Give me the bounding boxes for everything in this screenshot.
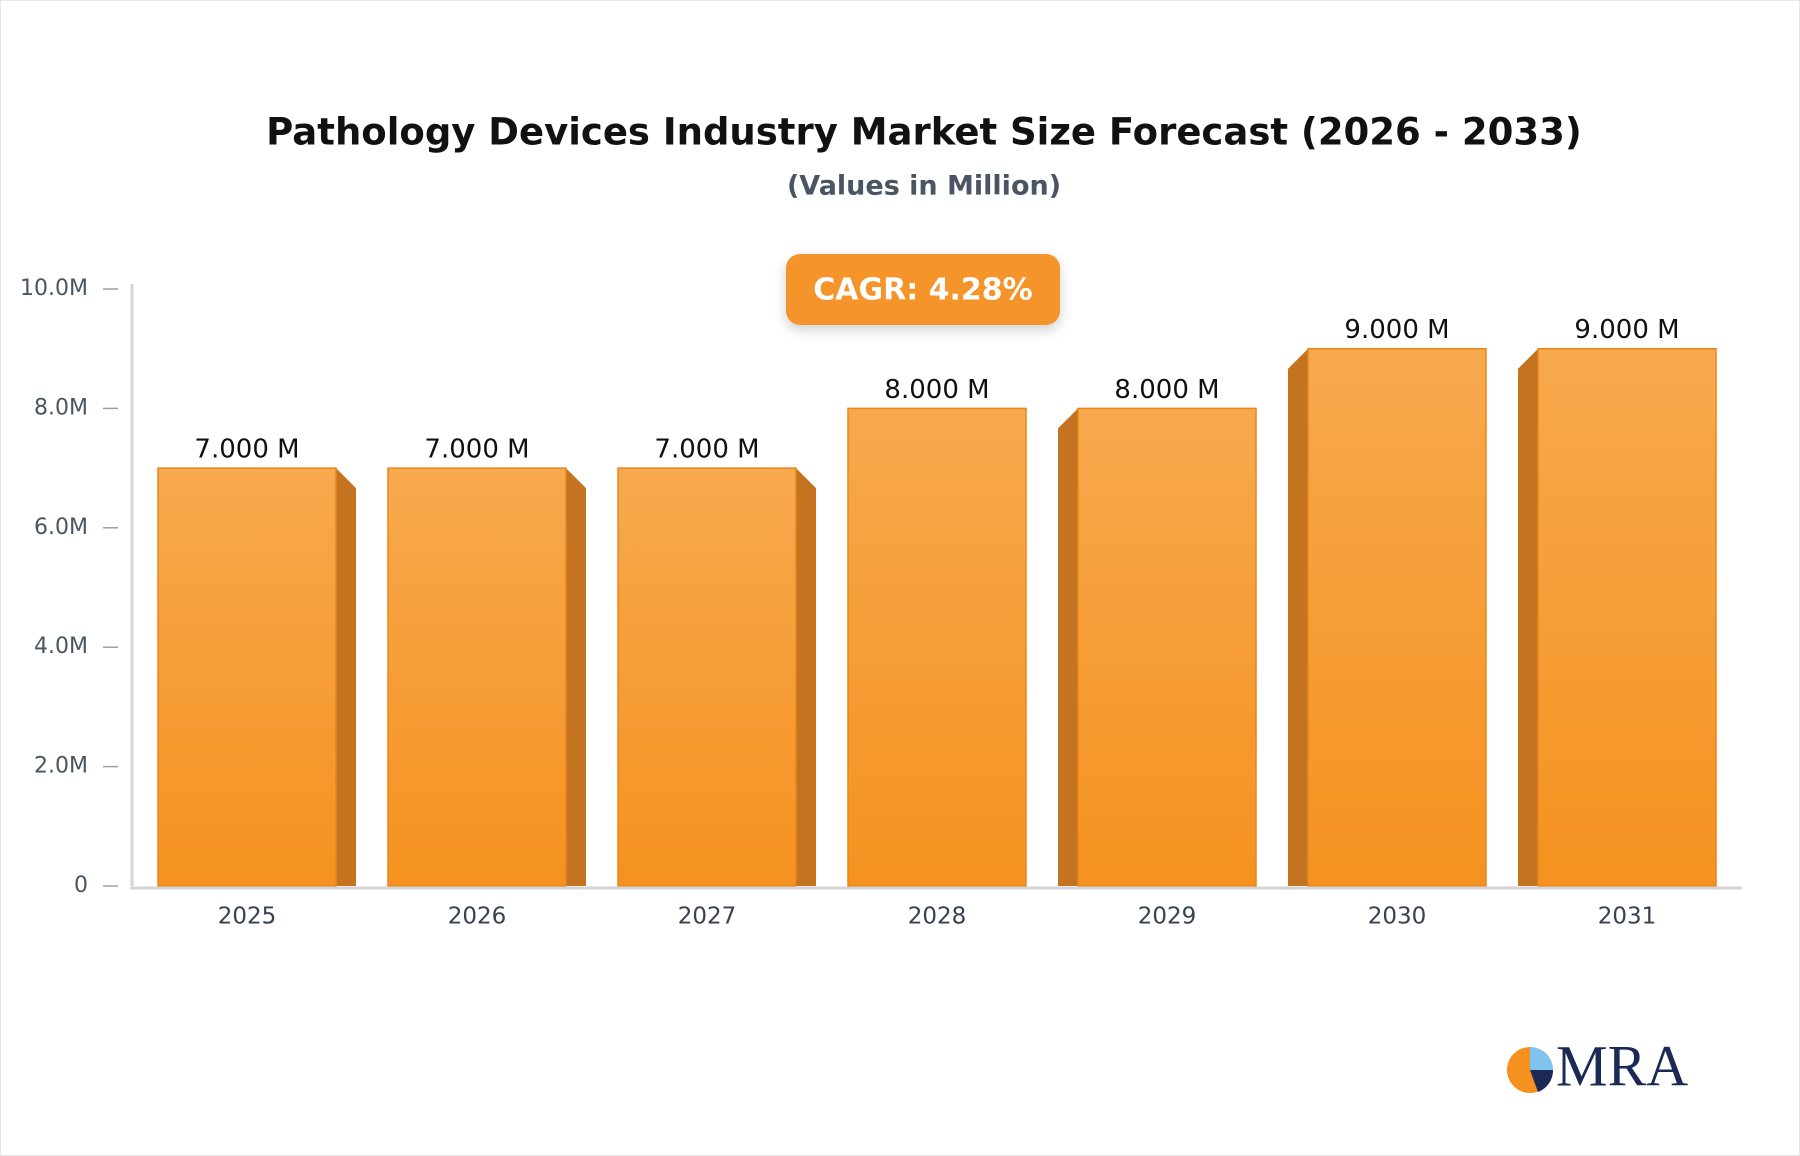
bar [847, 407, 1027, 887]
value-label: 7.000 M [654, 435, 759, 465]
y-tick-label: 10.0M [20, 276, 88, 301]
x-tick-label: 2026 [448, 904, 507, 930]
x-tick-label: 2027 [678, 904, 737, 930]
bar-side [1518, 348, 1538, 886]
logo: MRA [1507, 1033, 1688, 1098]
value-label: 7.000 M [424, 435, 529, 465]
y-tick-label: 4.0M [34, 634, 88, 659]
value-label: 9.000 M [1344, 315, 1449, 345]
bar [1077, 407, 1257, 887]
cagr-label: CAGR: 4.28% [813, 273, 1032, 308]
bar [617, 467, 797, 887]
bar-side [1058, 408, 1078, 886]
y-tick-label: 8.0M [34, 395, 88, 420]
bar-side [1288, 348, 1308, 886]
bar [1307, 347, 1487, 887]
x-tick-label: 2031 [1598, 904, 1657, 930]
value-label: 8.000 M [884, 375, 989, 405]
logo-slice [1530, 1047, 1553, 1070]
bar-side [566, 468, 586, 886]
cagr-box [786, 254, 1060, 325]
y-tick-label: 6.0M [34, 515, 88, 540]
value-label: 8.000 M [1114, 375, 1219, 405]
plot-area: 0 2.0M 4.0M 6.0M 8.0M 10.0M 7.000 M 2025 7.000 M… [20, 276, 1742, 930]
y-tick-label: 2.0M [34, 754, 88, 779]
cagr-badge [786, 254, 1060, 325]
x-tick-label: 2025 [218, 904, 277, 930]
bar [1537, 347, 1717, 887]
bar-side [336, 468, 356, 886]
y-tick-label: 0 [74, 873, 88, 898]
logo-text: MRA [1556, 1033, 1688, 1098]
bar-side [796, 468, 816, 886]
bar [387, 467, 567, 887]
value-label: 7.000 M [194, 435, 299, 465]
logo-slice [1530, 1070, 1554, 1092]
x-tick-label: 2029 [1138, 904, 1197, 930]
x-tick-label: 2028 [908, 904, 967, 930]
chart-subtitle: (Values in Million) [787, 171, 1061, 202]
bar [157, 467, 337, 887]
value-label: 9.000 M [1574, 315, 1679, 345]
x-tick-label: 2030 [1368, 904, 1427, 930]
chart-title: Pathology Devices Industry Market Size F… [266, 111, 1582, 154]
